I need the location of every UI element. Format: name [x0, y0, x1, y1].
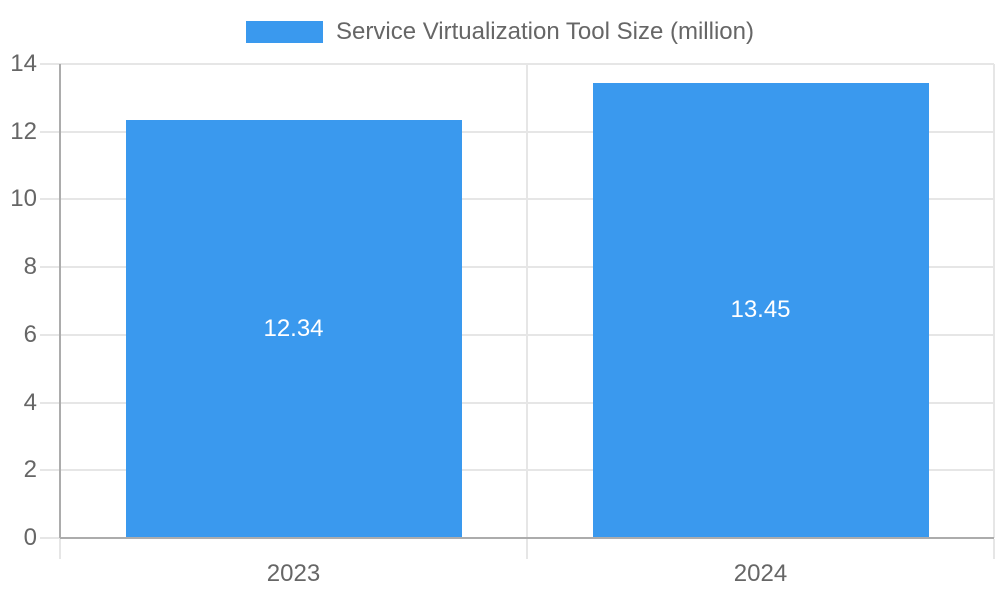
x-axis-line	[60, 537, 994, 539]
y-tick-mark	[40, 63, 60, 65]
y-tick-label: 8	[23, 253, 37, 281]
bar-2023	[125, 120, 462, 537]
y-tick-mark	[40, 198, 60, 201]
y-tick-mark	[40, 266, 60, 269]
x-tick-mark	[59, 539, 61, 559]
y-axis-line	[59, 64, 61, 538]
y-tick-label: 6	[23, 320, 37, 348]
y-tick-label: 12	[10, 117, 37, 145]
legend-item[interactable]: Service Virtualization Tool Size (millio…	[0, 19, 1000, 45]
y-tick-label: 0	[23, 524, 37, 551]
x-tick-mark	[526, 539, 528, 559]
x-gridline	[526, 64, 528, 538]
bar-value-label: 13.45	[730, 296, 791, 324]
x-axis-label: 2023	[266, 560, 321, 587]
y-tick-mark	[40, 130, 60, 133]
legend-swatch-icon	[246, 21, 324, 43]
legend-label: Service Virtualization Tool Size (millio…	[336, 18, 754, 45]
bar-value-label: 12.34	[263, 315, 324, 343]
y-tick-label: 10	[10, 185, 37, 213]
y-tick-mark	[40, 333, 60, 336]
y-tick-label: 14	[10, 50, 37, 77]
y-tick-label: 2	[23, 456, 37, 484]
y-tick-mark	[40, 537, 60, 539]
bar-2024	[592, 82, 929, 537]
x-tick-mark	[993, 539, 995, 559]
y-tick-mark	[40, 469, 60, 472]
x-axis-label: 2024	[733, 560, 788, 587]
y-tick-mark	[40, 401, 60, 404]
y-tick-label: 4	[23, 388, 37, 416]
x-gridline	[993, 64, 995, 538]
